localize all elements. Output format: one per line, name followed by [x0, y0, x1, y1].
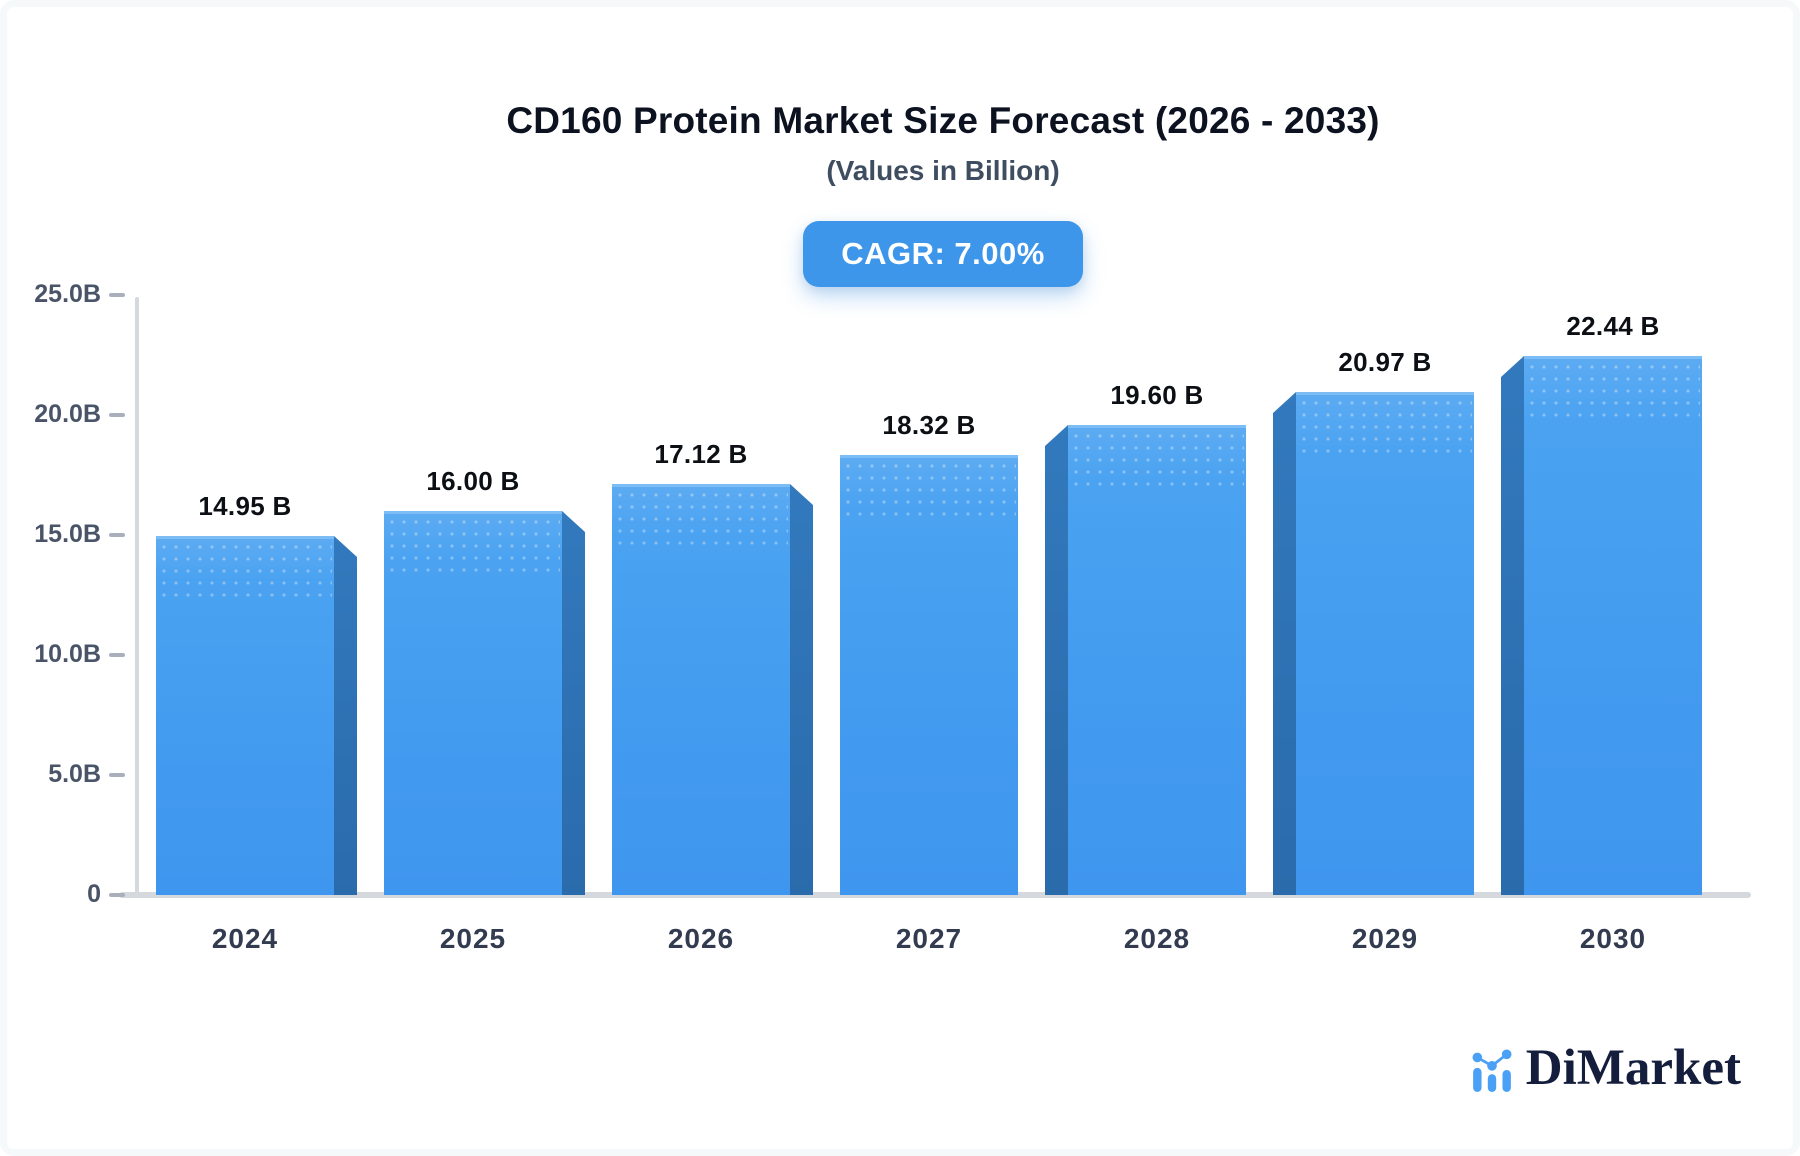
bar-value-label: 22.44 B: [1566, 311, 1660, 341]
chart-title: CD160 Protein Market Size Forecast (2026…: [506, 100, 1380, 141]
x-axis-label: 2026: [667, 923, 735, 954]
x-axis-baseline: [119, 892, 1751, 898]
bar-value-label: 16.00 B: [426, 466, 520, 496]
x-axis-label: 2024: [211, 923, 279, 954]
bar-2028: [1068, 425, 1246, 895]
bar-bevel: [1045, 425, 1068, 895]
brand-name: DiMarket: [1525, 1040, 1741, 1096]
bar-bevel: [1273, 392, 1296, 895]
bar-2027: [840, 455, 1018, 895]
x-axis-label: 2030: [1579, 923, 1647, 954]
bar-bevel: [334, 536, 357, 895]
chart-subtitle: (Values in Billion): [826, 155, 1060, 187]
bar-value-label: 20.97 B: [1338, 347, 1432, 377]
y-axis-label: 10.0B: [34, 640, 101, 668]
y-axis-label: 5.0B: [48, 760, 101, 788]
chart-header: CD160 Protein Market Size Forecast (2026…: [135, 99, 1751, 288]
bar-value-label: 18.32 B: [882, 410, 976, 440]
x-axis-label: 2029: [1351, 923, 1419, 954]
bar-2024: [156, 536, 334, 895]
x-axis-label: 2028: [1123, 923, 1191, 954]
bar-value-label: 19.60 B: [1110, 380, 1204, 410]
plot-area: 25.0B 20.0B 15.0B 10.0B 5.0B 0 14.95 B 2024 16.0…: [7, 7, 1793, 1149]
bar-value-label: 14.95 B: [198, 491, 292, 521]
y-tick-dash: [109, 293, 125, 297]
bar-2030: [1524, 356, 1702, 895]
cagr-badge: CAGR: 7.00%: [803, 221, 1083, 288]
y-tick-dash: [109, 533, 125, 537]
bar-2026: [612, 484, 790, 895]
bar-bevel: [1501, 356, 1524, 895]
x-axis-label: 2025: [439, 923, 507, 954]
bar-bevel: [790, 484, 813, 895]
y-axis-line: [135, 297, 139, 895]
y-axis-label: 20.0B: [34, 400, 101, 428]
bar-bevel: [562, 511, 585, 895]
y-tick-dash: [109, 413, 125, 417]
bar-2029: [1296, 392, 1474, 895]
brand-chart-icon: [1472, 1049, 1512, 1092]
y-axis-label: 25.0B: [34, 280, 101, 308]
y-axis-label: 0: [87, 880, 101, 908]
y-tick-dash: [109, 653, 125, 657]
y-tick-dash: [109, 773, 125, 777]
y-axis-label: 15.0B: [34, 520, 101, 548]
brand-logo: DiMarket: [1471, 1043, 1741, 1094]
x-axis-label: 2027: [895, 923, 963, 954]
bar-value-label: 17.12 B: [654, 439, 748, 469]
bar-2025: [384, 511, 562, 895]
y-tick-dash: [109, 893, 125, 897]
